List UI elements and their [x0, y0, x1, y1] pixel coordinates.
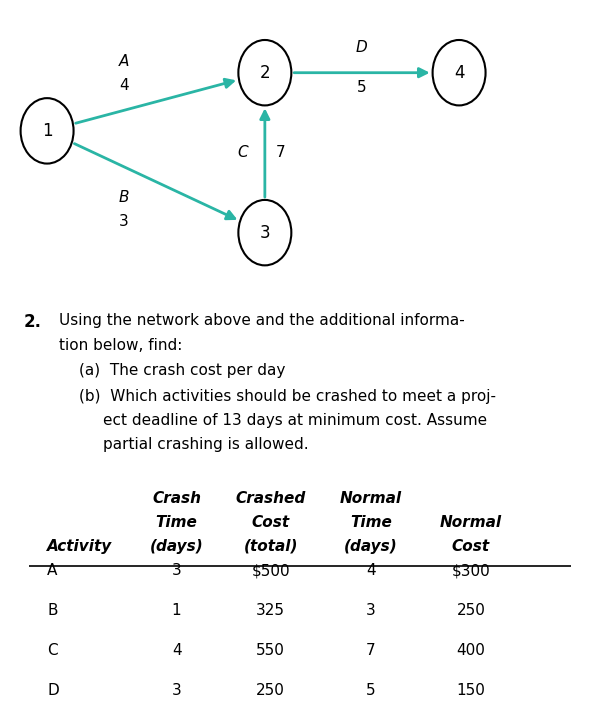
- Text: Cost: Cost: [252, 515, 290, 530]
- Text: 250: 250: [256, 683, 285, 699]
- Text: 1: 1: [172, 603, 181, 619]
- Text: $500: $500: [252, 563, 290, 579]
- Text: 4: 4: [172, 643, 181, 659]
- Circle shape: [238, 200, 291, 265]
- Text: $300: $300: [452, 563, 490, 579]
- Text: 3: 3: [366, 603, 376, 619]
- Text: 5: 5: [366, 683, 376, 699]
- Text: Cost: Cost: [452, 539, 490, 554]
- Text: Using the network above and the additional informa-: Using the network above and the addition…: [59, 313, 465, 328]
- Text: B: B: [119, 190, 129, 205]
- Text: (days): (days): [344, 539, 398, 554]
- Text: 150: 150: [456, 683, 485, 699]
- Text: Crashed: Crashed: [235, 491, 306, 506]
- Text: (total): (total): [243, 539, 298, 554]
- Text: 4: 4: [454, 64, 464, 81]
- Text: 7: 7: [276, 145, 285, 160]
- Circle shape: [433, 40, 486, 105]
- Text: A: A: [47, 563, 57, 579]
- Text: Time: Time: [156, 515, 197, 530]
- Text: 4: 4: [119, 79, 128, 93]
- Text: 2: 2: [259, 64, 270, 81]
- Text: tion below, find:: tion below, find:: [59, 338, 182, 353]
- Text: 3: 3: [259, 224, 270, 241]
- Text: (days): (days): [150, 539, 203, 554]
- Text: 1: 1: [42, 122, 52, 140]
- Text: Normal: Normal: [340, 491, 402, 506]
- Text: 325: 325: [256, 603, 285, 619]
- Text: 3: 3: [119, 214, 128, 229]
- Text: 3: 3: [172, 683, 181, 699]
- Text: B: B: [47, 603, 58, 619]
- Text: partial crashing is allowed.: partial crashing is allowed.: [103, 437, 309, 452]
- Text: 2.: 2.: [23, 313, 42, 331]
- Text: A: A: [119, 55, 129, 69]
- Text: Normal: Normal: [440, 515, 502, 530]
- Text: C: C: [47, 643, 58, 659]
- Text: 3: 3: [172, 563, 181, 579]
- Text: Activity: Activity: [47, 539, 113, 554]
- Text: 4: 4: [366, 563, 376, 579]
- Text: 250: 250: [456, 603, 485, 619]
- Text: C: C: [238, 145, 249, 160]
- Text: Time: Time: [350, 515, 392, 530]
- Text: (b)  Which activities should be crashed to meet a proj-: (b) Which activities should be crashed t…: [79, 389, 497, 404]
- Text: D: D: [356, 39, 368, 55]
- Text: (a)  The crash cost per day: (a) The crash cost per day: [79, 364, 286, 379]
- Circle shape: [20, 98, 73, 164]
- Text: 400: 400: [456, 643, 485, 659]
- Text: 5: 5: [357, 80, 367, 95]
- Text: 550: 550: [256, 643, 285, 659]
- Text: D: D: [47, 683, 59, 699]
- Text: Crash: Crash: [152, 491, 201, 506]
- Text: 7: 7: [366, 643, 376, 659]
- Text: ect deadline of 13 days at minimum cost. Assume: ect deadline of 13 days at minimum cost.…: [103, 413, 487, 428]
- Circle shape: [238, 40, 291, 105]
